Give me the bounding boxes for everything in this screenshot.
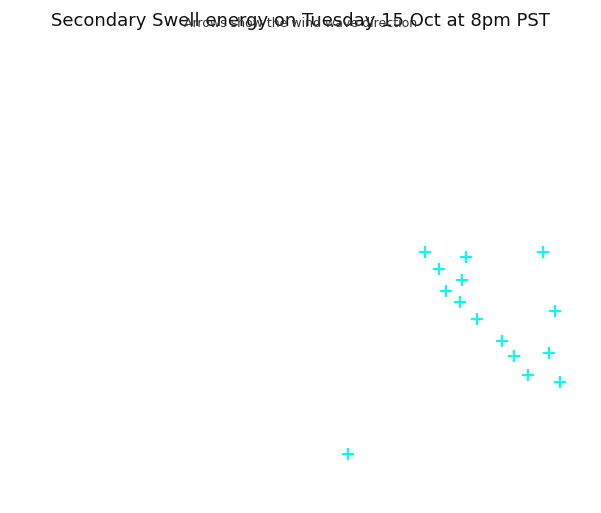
- Text: Arrows show the wind wave direction: Arrows show the wind wave direction: [184, 16, 417, 30]
- Text: Secondary Swell energy on Tuesday 15 Oct at 8pm PST: Secondary Swell energy on Tuesday 15 Oct…: [51, 12, 550, 30]
